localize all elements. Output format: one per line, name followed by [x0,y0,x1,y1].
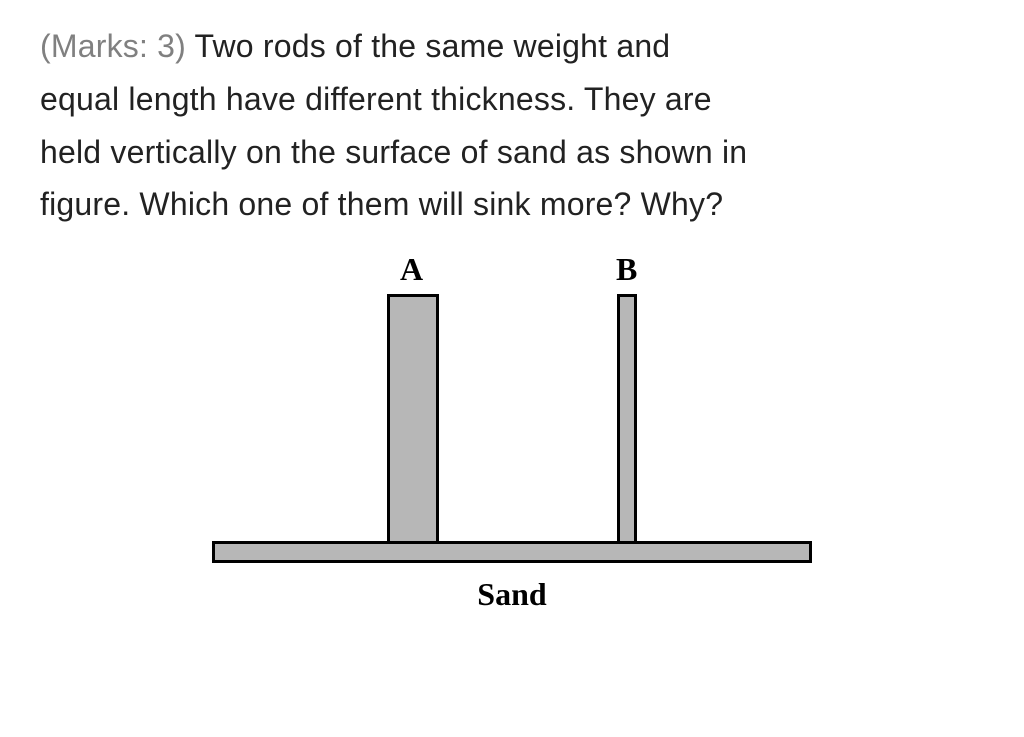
question-text: (Marks: 3) Two rods of the same weight a… [40,20,984,231]
sand-label: Sand [212,576,812,613]
page: (Marks: 3) Two rods of the same weight a… [0,0,1024,621]
rod-b [617,294,637,544]
figure: A B Sand [212,241,812,621]
figure-container: A B Sand [40,241,984,621]
question-line-4: figure. Which one of them will sink more… [40,186,723,222]
question-line-3: held vertically on the surface of sand a… [40,134,747,170]
sand-surface [212,541,812,563]
marks-label: (Marks: 3) [40,28,195,64]
rod-a-label: A [400,251,423,288]
rod-a [387,294,439,544]
question-line-1: Two rods of the same weight and [195,28,671,64]
rod-b-label: B [616,251,637,288]
question-line-2: equal length have different thickness. T… [40,81,712,117]
